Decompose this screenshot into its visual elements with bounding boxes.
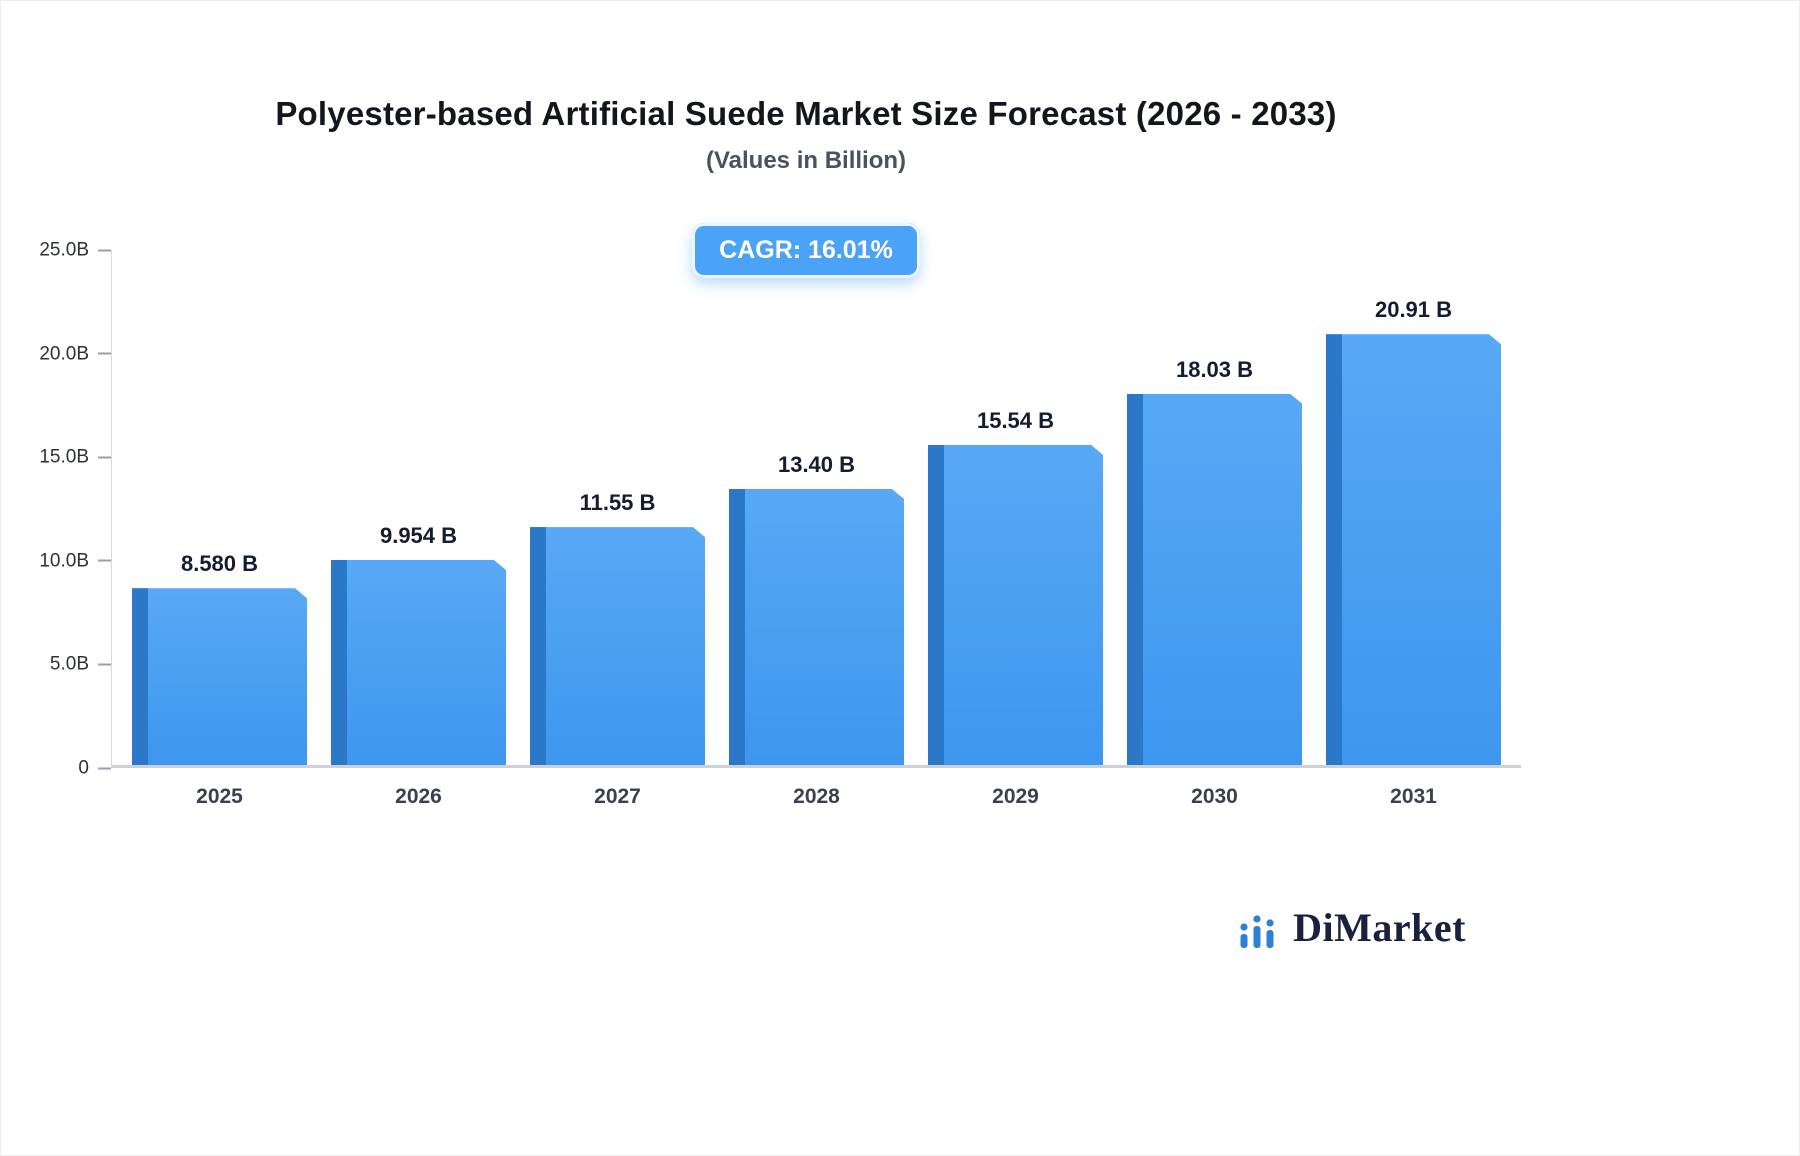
x-axis-label: 2031 (1390, 785, 1437, 808)
x-axis-label: 2029 (992, 785, 1039, 808)
y-tick-label: 0 (78, 757, 89, 779)
bar-group: 13.40 B 2028 (729, 250, 904, 808)
y-tick: 20.0B (21, 344, 111, 363)
bar-value-label: 9.954 B (379, 522, 458, 548)
y-tick-mark (98, 352, 111, 355)
plot-area: 8.580 B 2025 9.954 B 2026 11.55 B 2027 13.40 B… (111, 250, 1521, 808)
y-tick: 25.0B (21, 241, 111, 260)
y-tick-label: 20.0B (39, 343, 89, 365)
bar-value-label: 15.54 B (976, 407, 1055, 433)
bar-group: 9.954 B 2026 (331, 250, 506, 808)
bar (928, 445, 1103, 765)
x-axis-label: 2025 (196, 785, 243, 808)
y-tick-mark (98, 249, 111, 251)
bar-group: 11.55 B 2027 (530, 250, 705, 808)
y-tick-mark (98, 559, 111, 562)
bar (132, 588, 307, 765)
bar-value-label: 8.580 B (180, 551, 259, 577)
bar-value-label: 20.91 B (1374, 297, 1453, 323)
bar (530, 527, 705, 765)
bar-group: 20.91 B 2031 (1326, 250, 1501, 808)
y-tick-label: 15.0B (39, 446, 89, 468)
y-tick-mark (98, 456, 111, 459)
bar-chart-icon (1240, 914, 1274, 948)
bar-value-label: 11.55 B (579, 490, 656, 516)
chart-title: Polyester-based Artificial Suede Market … (275, 95, 1337, 132)
y-tick-mark (98, 663, 111, 666)
x-axis-label: 2026 (395, 785, 442, 808)
y-tick-label: 5.0B (49, 653, 89, 675)
logo: DiMarket (1235, 904, 1466, 951)
bar-value-label: 18.03 B (1175, 356, 1254, 382)
y-tick-label: 10.0B (39, 550, 89, 572)
bar (1127, 394, 1302, 765)
bar-group: 15.54 B 2029 (928, 250, 1103, 808)
bar (729, 489, 904, 765)
bar (331, 560, 506, 765)
x-axis-label: 2030 (1191, 785, 1238, 808)
cagr-badge-row: CAGR: 16.01% (21, 223, 1591, 278)
x-axis-label: 2027 (594, 785, 641, 808)
logo-text: DiMarket (1293, 905, 1466, 950)
bar-group: 8.580 B 2025 (132, 250, 307, 808)
bar-group: 18.03 B 2030 (1127, 250, 1302, 808)
chart-header: Polyester-based Artificial Suede Market … (21, 95, 1591, 175)
y-tick: 5.0B (21, 655, 111, 674)
chart: 25.0B 20.0B 15.0B 10.0B 5.0B 0 8.580 B 2025 9.9… (21, 241, 1591, 808)
y-tick: 10.0B (21, 551, 111, 570)
bar-value-label: 13.40 B (777, 451, 856, 477)
y-tick: 0 (21, 759, 111, 778)
chart-subtitle: (Values in Billion) (705, 147, 907, 174)
chart-content: Polyester-based Artificial Suede Market … (21, 1, 1591, 808)
y-tick-label: 25.0B (39, 239, 89, 261)
y-tick-mark (98, 767, 111, 769)
cagr-badge: CAGR: 16.01% (692, 223, 920, 278)
x-axis-label: 2028 (793, 785, 840, 808)
bar (1326, 334, 1501, 765)
y-tick: 15.0B (21, 448, 111, 467)
y-axis: 25.0B 20.0B 15.0B 10.0B 5.0B 0 (21, 241, 111, 778)
